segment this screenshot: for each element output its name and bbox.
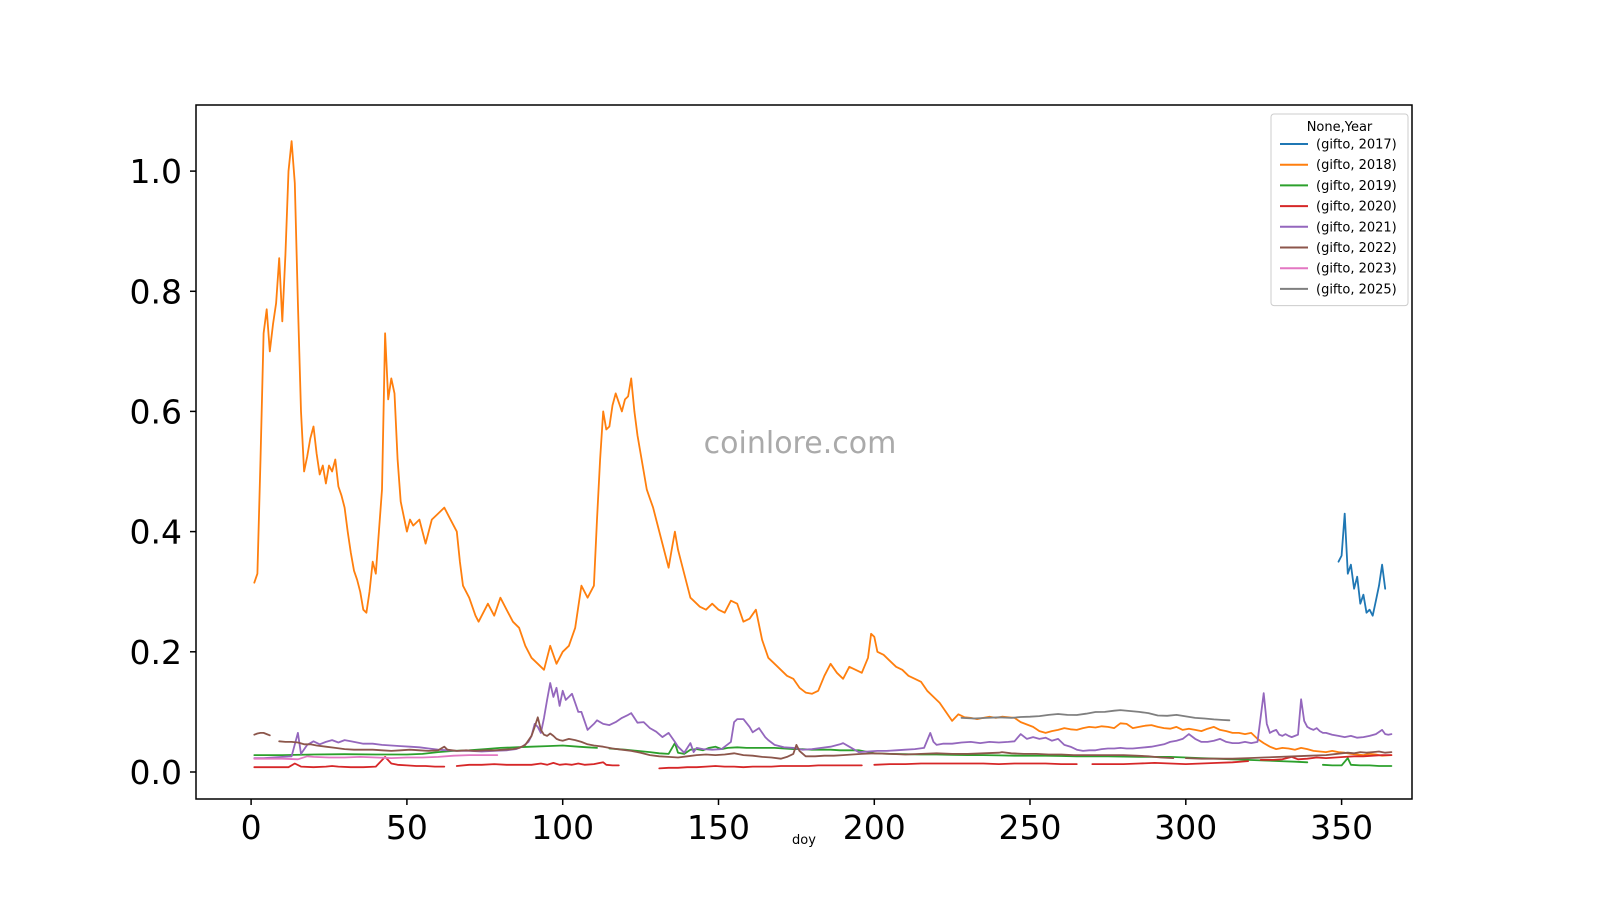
x-tick-label: 50 (386, 808, 428, 847)
y-tick-label: 0.8 (130, 272, 182, 311)
legend-entry-label: (gifto, 2022) (1316, 241, 1397, 256)
x-tick-label: 200 (843, 808, 906, 847)
x-tick-label: 300 (1154, 808, 1217, 847)
series-line-gifto2022 (278, 716, 1175, 760)
axes: 0 50 100 150 200 250 300 350 0.0 0.2 0.4 0.6 0.8 1.0 (130, 104, 1413, 847)
x-tick-label: 150 (687, 808, 750, 847)
series-line-gifto2020 (1091, 760, 1249, 765)
series-line-gifto2022 (1184, 750, 1393, 760)
legend-entry-label: (gifto, 2021) (1316, 220, 1397, 235)
legend-entry-label: (gifto, 2017) (1316, 138, 1397, 153)
series-line-gifto2019 (1322, 757, 1393, 767)
series-line-gifto2022 (253, 732, 271, 737)
series-line-gifto2020 (658, 764, 863, 770)
series-line-gifto2020 (253, 756, 446, 769)
x-tick-label: 250 (999, 808, 1062, 847)
series-line-gifto2020 (873, 762, 1078, 766)
series-lines (253, 140, 1393, 770)
y-tick-label: 0.6 (130, 392, 182, 431)
y-tick-label: 1.0 (130, 152, 182, 191)
y-tick-label: 0.4 (130, 513, 182, 552)
legend-entry-label: (gifto, 2019) (1316, 179, 1397, 194)
legend-box (1270, 113, 1409, 307)
x-tick-label: 100 (531, 808, 594, 847)
x-axis-label: doy (792, 833, 816, 848)
series-line-gifto2020 (1259, 754, 1393, 761)
y-tick-label: 0.2 (130, 633, 182, 672)
series-line-gifto2017 (1337, 512, 1387, 617)
legend-title: None,Year (1307, 120, 1373, 135)
watermark-text: coinlore.com (704, 426, 897, 461)
legend-entry-label: (gifto, 2023) (1316, 262, 1397, 277)
plot-border (195, 104, 1413, 800)
series-line-gifto2025 (960, 709, 1231, 722)
legend-entry-label: (gifto, 2018) (1316, 158, 1397, 173)
x-tick-label: 350 (1310, 808, 1373, 847)
series-line-gifto2023 (253, 754, 499, 761)
legend-entry-label: (gifto, 2025) (1316, 282, 1397, 297)
y-tick-label: 0.0 (130, 753, 182, 792)
series-line-gifto2018 (253, 140, 1393, 757)
legend-entry-label: (gifto, 2020) (1316, 200, 1397, 215)
legend: None,Year (gifto, 2017) (gifto, 2018) (gift… (1270, 113, 1409, 307)
x-tick-label: 0 (241, 808, 262, 847)
series-line-gifto2020 (455, 761, 620, 767)
